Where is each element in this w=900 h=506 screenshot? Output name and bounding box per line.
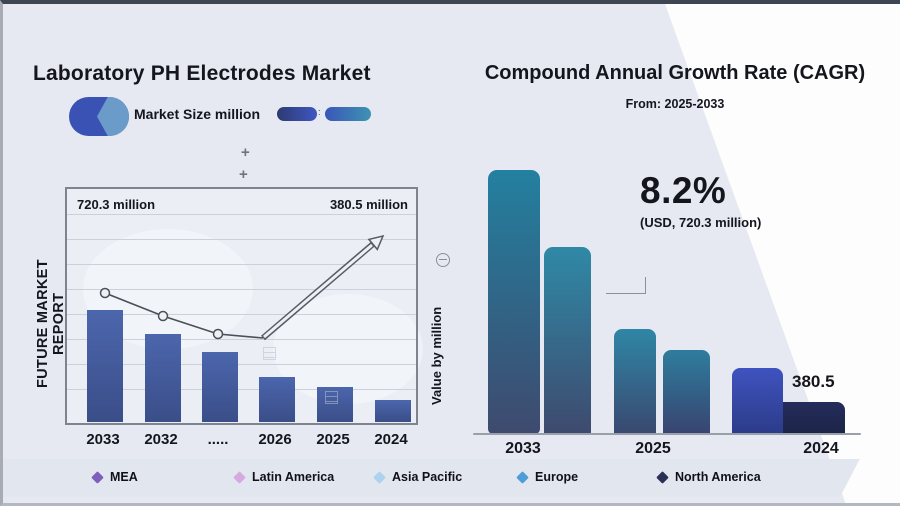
- x-axis-baseline: [473, 433, 861, 435]
- legend-label: Latin America: [252, 470, 335, 484]
- data-label-380-5: 380.5: [792, 372, 835, 391]
- market-size-label: Market Size million: [134, 106, 261, 122]
- bar-ellipsis: [202, 352, 238, 422]
- gridline: [67, 314, 416, 315]
- legend-item-mea: MEA: [91, 470, 138, 484]
- min-value-label: 380.5 million: [329, 197, 408, 212]
- bar-2024: [375, 400, 411, 422]
- x-tick: 2025: [316, 431, 350, 448]
- bar-2024-primary: [732, 368, 783, 434]
- gridline: [67, 239, 416, 240]
- x-tick: 2033: [86, 431, 120, 448]
- cagr-subtitle: From: 2025-2033: [625, 97, 725, 111]
- trend-line-and-arrow: [99, 234, 385, 341]
- plus-icon: +: [239, 166, 248, 183]
- x-tick: 2026: [258, 431, 292, 448]
- cagr-usd-note: (USD, 720.3 million): [640, 215, 762, 230]
- cagr-value: 8.2%: [640, 170, 727, 211]
- legend-label: North America: [675, 470, 761, 484]
- legend-band: [3, 459, 860, 497]
- max-value-label: 720.3 million: [77, 197, 156, 212]
- x-tick: 2033: [505, 440, 541, 457]
- minus-circle-icon: [436, 253, 450, 267]
- diamond-icon: [373, 470, 386, 484]
- diamond-icon: [516, 470, 529, 484]
- legend-item-asia-pacific: Asia Pacific: [373, 470, 463, 484]
- x-tick: 2025: [635, 440, 671, 457]
- bar-2033: [87, 310, 123, 422]
- faint-table-icon: [263, 347, 276, 360]
- bar-2026: [259, 377, 295, 422]
- plus-icon: +: [241, 144, 250, 161]
- gridline: [67, 389, 416, 390]
- x-tick: 2024: [803, 440, 839, 457]
- diamond-icon: [91, 470, 104, 484]
- gridline: [67, 289, 416, 290]
- bar-2033-secondary: [544, 247, 591, 434]
- legend-item-europe: Europe: [516, 470, 579, 484]
- market-size-logo-icon: [69, 97, 129, 136]
- pill-separator: :: [318, 107, 321, 117]
- background-blob: [273, 294, 423, 404]
- legend-label: MEA: [110, 470, 138, 484]
- diamond-icon: [233, 470, 246, 484]
- logo-hexagon-icon: [97, 97, 129, 136]
- watermark-future-market-report: FUTURE MARKET REPORT: [35, 259, 67, 388]
- legend-item-latin-america: Latin America: [233, 470, 335, 484]
- cagr-title: Compound Annual Growth Rate (CAGR): [484, 62, 866, 84]
- x-tick: .....: [207, 431, 229, 448]
- bar-2025: [317, 387, 353, 422]
- faint-table-icon: [325, 391, 338, 404]
- diamond-icon: [656, 470, 669, 484]
- bar-2025-primary: [614, 329, 656, 434]
- market-size-chart: 720.3 million 380.5 million: [65, 187, 418, 425]
- bar-2032: [145, 334, 181, 422]
- gridline: [67, 339, 416, 340]
- x-tick: 2024: [374, 431, 408, 448]
- gradient-pill-icon: [325, 107, 371, 121]
- bar-2033-primary: [488, 170, 540, 434]
- legend-label: Asia Pacific: [392, 470, 463, 484]
- page-title: Laboratory PH Electrodes Market: [33, 62, 371, 85]
- gridline: [67, 364, 416, 365]
- legend-item-north-america: North America: [656, 470, 761, 484]
- corner-bracket-decoration: [606, 277, 646, 294]
- gradient-pill-icon: [277, 107, 317, 121]
- y-axis-label: Value by million: [429, 306, 444, 406]
- x-tick: 2032: [144, 431, 178, 448]
- bar-2025-secondary: [663, 350, 710, 434]
- gridline: [67, 214, 416, 215]
- legend-label: Europe: [535, 470, 579, 484]
- bar-2024-secondary: [783, 402, 845, 434]
- gridline: [67, 264, 416, 265]
